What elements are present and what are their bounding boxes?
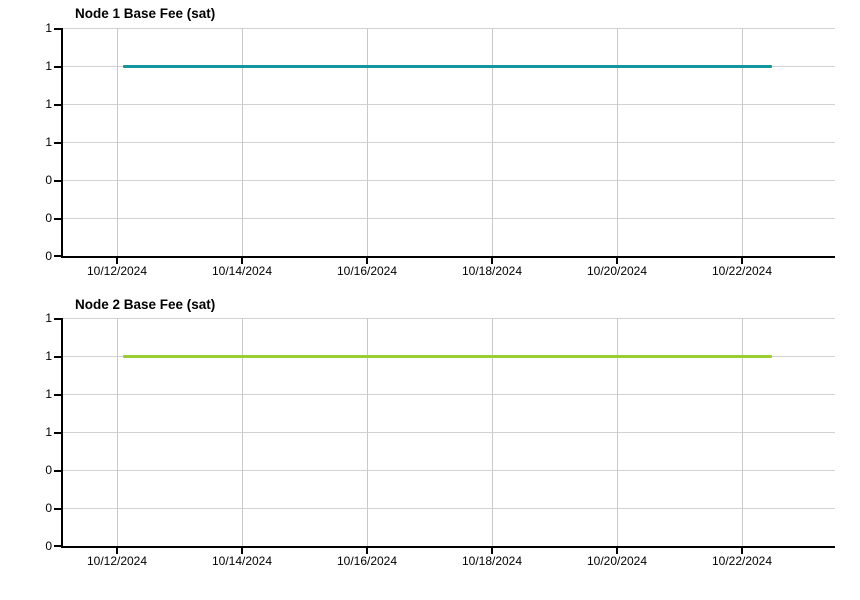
vertical-gridline — [242, 318, 243, 547]
x-tick-mark — [491, 257, 493, 264]
y-tick-mark — [54, 142, 62, 144]
x-tick-mark — [366, 547, 368, 554]
x-axis-line — [61, 256, 835, 258]
y-axis-line — [61, 28, 63, 257]
y-tick-mark — [54, 104, 62, 106]
horizontal-gridline — [62, 104, 835, 105]
x-tick-mark — [741, 547, 743, 554]
x-tick-mark — [616, 257, 618, 264]
y-tick-label: 0 — [45, 539, 52, 553]
y-tick-label: 0 — [45, 501, 52, 515]
y-tick-label: 1 — [45, 349, 52, 363]
y-tick-mark — [54, 218, 62, 220]
y-tick-label: 1 — [45, 311, 52, 325]
y-tick-label: 1 — [45, 97, 52, 111]
x-tick-label: 10/20/2024 — [586, 554, 648, 568]
y-tick-mark — [54, 180, 62, 182]
chart2-plot-area: 1 1 1 1 0 0 0 10/12/2024 10/14/2024 10/16/2024 10/… — [45, 311, 835, 568]
y-tick-mark — [54, 28, 62, 30]
horizontal-gridline — [62, 508, 835, 509]
vertical-gridline — [742, 318, 743, 547]
x-tick-mark — [116, 257, 118, 264]
y-tick-mark — [54, 508, 62, 510]
x-tick-label: 10/16/2024 — [336, 554, 398, 568]
x-tick-mark — [241, 547, 243, 554]
vertical-gridline — [492, 28, 493, 257]
x-tick-label: 10/22/2024 — [711, 264, 773, 278]
y-tick-label: 1 — [45, 21, 52, 35]
vertical-gridline — [117, 318, 118, 547]
horizontal-gridline — [62, 218, 835, 219]
y-tick-label: 0 — [45, 211, 52, 225]
horizontal-gridline — [62, 28, 835, 29]
vertical-gridline — [242, 28, 243, 257]
horizontal-gridline — [62, 432, 835, 433]
y-tick-label: 0 — [45, 249, 52, 263]
x-tick-mark — [491, 547, 493, 554]
vertical-gridline — [367, 28, 368, 257]
y-axis-line — [61, 318, 63, 547]
x-tick-label: 10/18/2024 — [461, 554, 523, 568]
chart1-plot-area: 1 1 1 1 0 0 0 10/12/2024 10/14/2024 10/16/2024 10/… — [45, 21, 835, 278]
horizontal-gridline — [62, 142, 835, 143]
y-tick-mark — [54, 66, 62, 68]
x-tick-mark — [366, 257, 368, 264]
x-tick-mark — [741, 257, 743, 264]
x-axis-line — [61, 546, 835, 548]
horizontal-gridline — [62, 394, 835, 395]
y-tick-mark — [54, 432, 62, 434]
vertical-gridline — [742, 28, 743, 257]
y-tick-label: 1 — [45, 387, 52, 401]
y-tick-mark — [54, 545, 62, 547]
y-tick-mark — [54, 470, 62, 472]
vertical-gridline — [492, 318, 493, 547]
y-tick-mark — [54, 318, 62, 320]
chart2-title: Node 2 Base Fee (sat) — [75, 297, 216, 312]
vertical-gridline — [117, 28, 118, 257]
x-tick-label: 10/16/2024 — [336, 264, 398, 278]
y-tick-label: 1 — [45, 135, 52, 149]
y-tick-mark — [54, 255, 62, 257]
horizontal-gridline — [62, 180, 835, 181]
x-tick-label: 10/12/2024 — [86, 264, 148, 278]
vertical-gridline — [617, 318, 618, 547]
y-tick-label: 1 — [45, 59, 52, 73]
y-tick-label: 0 — [45, 463, 52, 477]
horizontal-gridline — [62, 470, 835, 471]
horizontal-gridline — [62, 318, 835, 319]
vertical-gridline — [367, 318, 368, 547]
x-tick-label: 10/22/2024 — [711, 554, 773, 568]
x-tick-mark — [616, 547, 618, 554]
y-tick-label: 0 — [45, 173, 52, 187]
series-line-node-2-base-fee — [123, 355, 772, 358]
chart1-title: Node 1 Base Fee (sat) — [75, 6, 216, 21]
x-tick-label: 10/12/2024 — [86, 554, 148, 568]
x-tick-mark — [116, 547, 118, 554]
y-tick-label: 1 — [45, 425, 52, 439]
y-tick-mark — [54, 394, 62, 396]
series-line-node-1-base-fee — [123, 65, 772, 68]
x-tick-mark — [241, 257, 243, 264]
vertical-gridline — [617, 28, 618, 257]
y-tick-mark — [54, 356, 62, 358]
x-tick-label: 10/18/2024 — [461, 264, 523, 278]
x-tick-label: 10/20/2024 — [586, 264, 648, 278]
x-tick-label: 10/14/2024 — [211, 554, 273, 568]
x-tick-label: 10/14/2024 — [211, 264, 273, 278]
